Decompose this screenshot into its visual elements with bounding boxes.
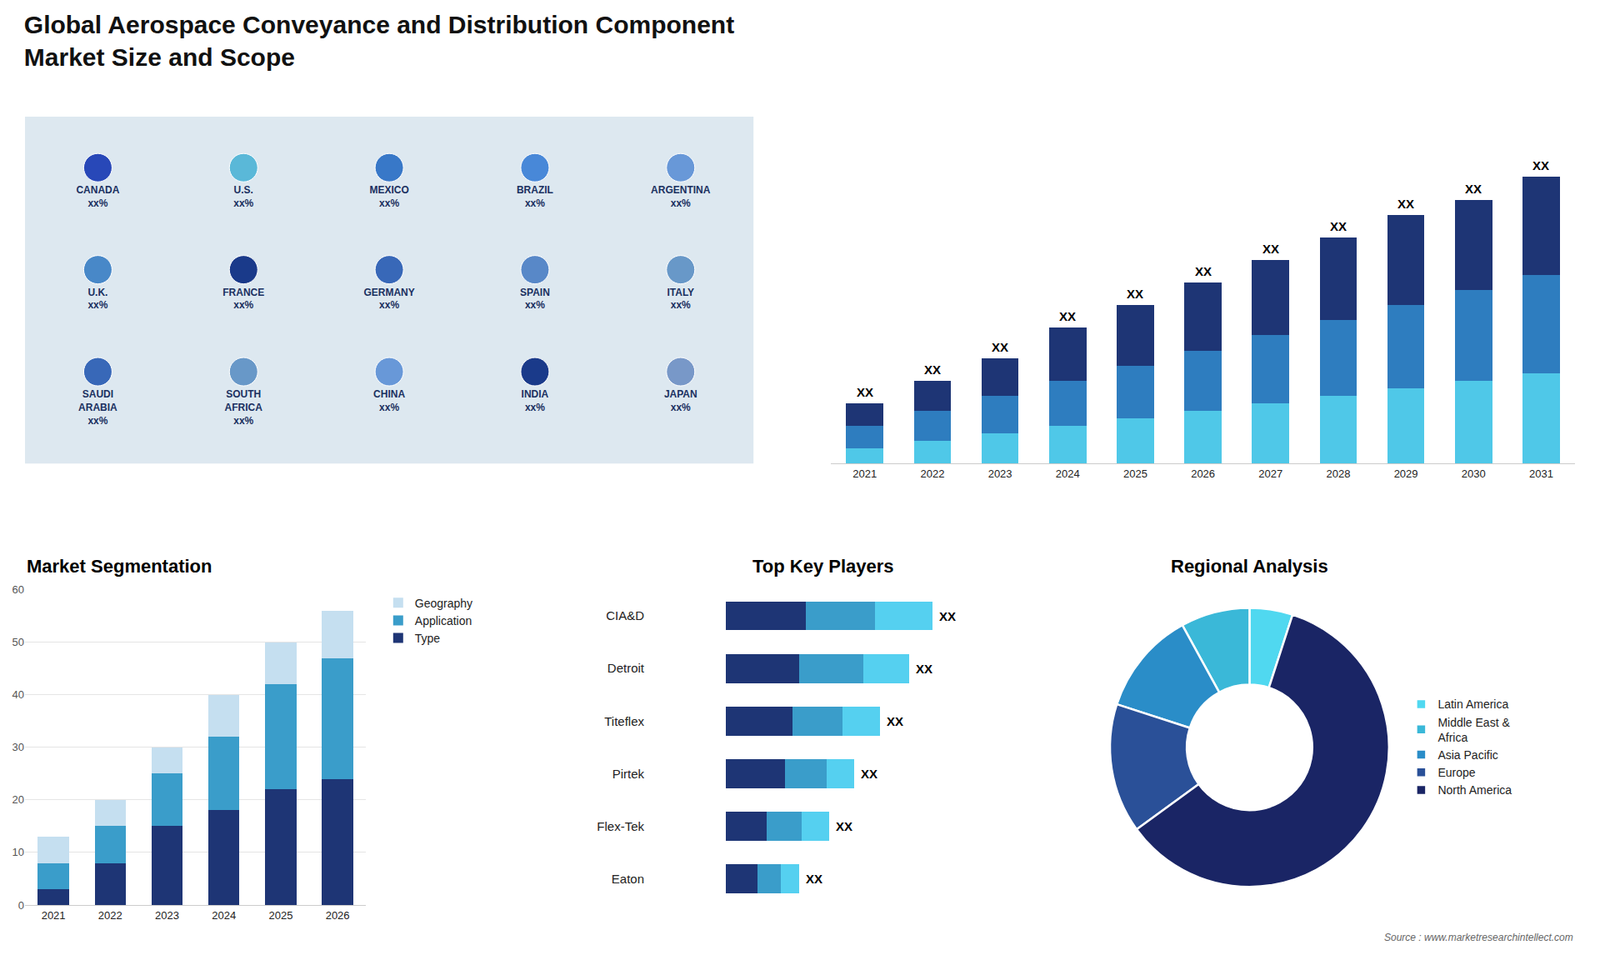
svg-text:10: 10: [12, 845, 25, 859]
svg-text:Market Segmentation: Market Segmentation: [26, 555, 213, 577]
svg-text:2022: 2022: [920, 467, 945, 480]
svg-text:Europe: Europe: [1437, 765, 1475, 780]
svg-text:50: 50: [12, 635, 25, 649]
svg-text:XX: XX: [1195, 264, 1212, 279]
svg-text:SAUDIARABIAxx%: SAUDIARABIAxx%: [78, 388, 118, 426]
svg-text:XX: XX: [860, 766, 878, 781]
svg-text:2028: 2028: [1325, 467, 1350, 480]
svg-text:XX: XX: [1465, 181, 1482, 196]
svg-text:Detroit: Detroit: [607, 660, 645, 675]
svg-text:Eaton: Eaton: [611, 871, 645, 886]
svg-text:Asia Pacific: Asia Pacific: [1437, 748, 1498, 762]
svg-text:North America: North America: [1437, 783, 1512, 797]
svg-text:SOUTHAFRICAxx%: SOUTHAFRICAxx%: [225, 388, 264, 426]
svg-text:Middle East &Africa: Middle East &Africa: [1437, 715, 1510, 745]
svg-text:2022: 2022: [98, 909, 123, 922]
svg-text:ARGENTINAxx%: ARGENTINAxx%: [650, 184, 711, 210]
svg-text:Top Key Players: Top Key Players: [752, 555, 895, 577]
svg-text:2021: 2021: [852, 467, 877, 480]
svg-text:U.K.xx%: U.K.xx%: [87, 286, 108, 312]
svg-text:ITALYxx%: ITALYxx%: [666, 286, 695, 312]
svg-text:Flex-Tek: Flex-Tek: [596, 819, 645, 834]
svg-text:XX: XX: [939, 609, 956, 624]
svg-text:2025: 2025: [268, 909, 293, 922]
svg-text:U.S.xx%: U.S.xx%: [233, 184, 254, 210]
svg-text:XX: XX: [1059, 309, 1076, 324]
svg-text:2026: 2026: [1190, 467, 1215, 480]
svg-text:2026: 2026: [325, 909, 350, 922]
svg-text:XX: XX: [856, 385, 874, 400]
svg-text:2023: 2023: [988, 467, 1013, 480]
svg-text:CANADAxx%: CANADAxx%: [75, 184, 120, 210]
svg-text:Global Aerospace Conveyance an: Global Aerospace Conveyance and Distribu…: [24, 10, 735, 71]
svg-text:CHINAxx%: CHINAxx%: [373, 388, 405, 414]
svg-text:CIA&D: CIA&D: [605, 608, 645, 623]
svg-text:2027: 2027: [1258, 467, 1283, 480]
svg-text:Latin America: Latin America: [1437, 697, 1509, 711]
svg-text:XX: XX: [1532, 158, 1550, 173]
svg-text:XX: XX: [1126, 286, 1144, 301]
svg-text:INDIAxx%: INDIAxx%: [521, 388, 550, 414]
svg-text:XX: XX: [1397, 196, 1415, 211]
svg-text:MEXICOxx%: MEXICOxx%: [369, 184, 409, 210]
svg-text:60: 60: [12, 583, 25, 596]
svg-text:Source : www.marketresearchint: Source : www.marketresearchintellect.com: [1384, 931, 1574, 944]
svg-text:40: 40: [12, 688, 25, 701]
svg-text:GERMANYxx%: GERMANYxx%: [363, 286, 415, 312]
svg-text:2030: 2030: [1461, 467, 1486, 480]
svg-text:FRANCExx%: FRANCExx%: [222, 286, 265, 312]
svg-text:2024: 2024: [211, 909, 236, 922]
svg-text:2021: 2021: [41, 909, 66, 922]
svg-text:XX: XX: [805, 871, 823, 886]
svg-text:2025: 2025: [1123, 467, 1148, 480]
svg-text:Application: Application: [415, 614, 473, 628]
svg-text:20: 20: [12, 793, 25, 806]
svg-text:BRAZILxx%: BRAZILxx%: [516, 184, 554, 210]
svg-text:Type: Type: [415, 631, 441, 645]
svg-text:Regional Analysis: Regional Analysis: [1170, 555, 1329, 577]
svg-text:2029: 2029: [1394, 467, 1419, 480]
svg-text:2023: 2023: [155, 909, 180, 922]
svg-text:XX: XX: [886, 714, 904, 729]
svg-text:XX: XX: [1330, 219, 1347, 234]
svg-text:Pirtek: Pirtek: [612, 766, 645, 781]
svg-text:JAPANxx%: JAPANxx%: [664, 388, 698, 414]
svg-text:XX: XX: [924, 362, 941, 377]
svg-text:Geography: Geography: [415, 596, 473, 610]
svg-text:2024: 2024: [1055, 467, 1080, 480]
svg-text:SPAINxx%: SPAINxx%: [520, 286, 550, 312]
svg-text:XX: XX: [1262, 241, 1280, 256]
svg-text:0: 0: [18, 899, 25, 912]
svg-text:XX: XX: [835, 819, 853, 834]
svg-text:XX: XX: [915, 661, 933, 676]
svg-text:Titeflex: Titeflex: [604, 714, 645, 729]
svg-text:30: 30: [12, 740, 25, 754]
svg-text:XX: XX: [991, 340, 1009, 355]
svg-text:2031: 2031: [1529, 467, 1554, 480]
